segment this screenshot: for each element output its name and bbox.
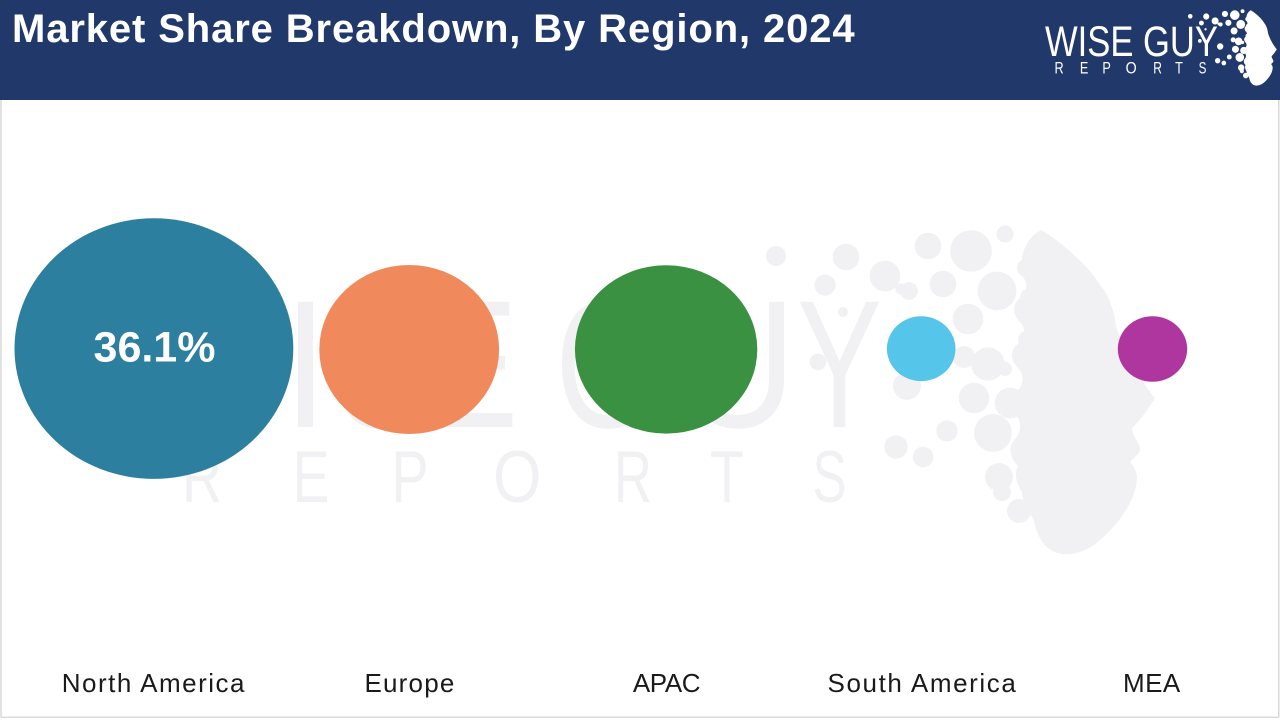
svg-text:Europe: Europe [364,668,455,698]
svg-text:APAC: APAC [633,668,700,698]
svg-text:WISE GUY: WISE GUY [1045,18,1218,66]
svg-text:South America: South America [828,668,1018,698]
svg-text:36.1%: 36.1% [94,324,216,372]
svg-text:Market Share Breakdown, By Reg: Market Share Breakdown, By Region, 2024 [12,7,856,51]
svg-text:MEA: MEA [1123,668,1181,698]
svg-text:North America: North America [62,668,246,698]
